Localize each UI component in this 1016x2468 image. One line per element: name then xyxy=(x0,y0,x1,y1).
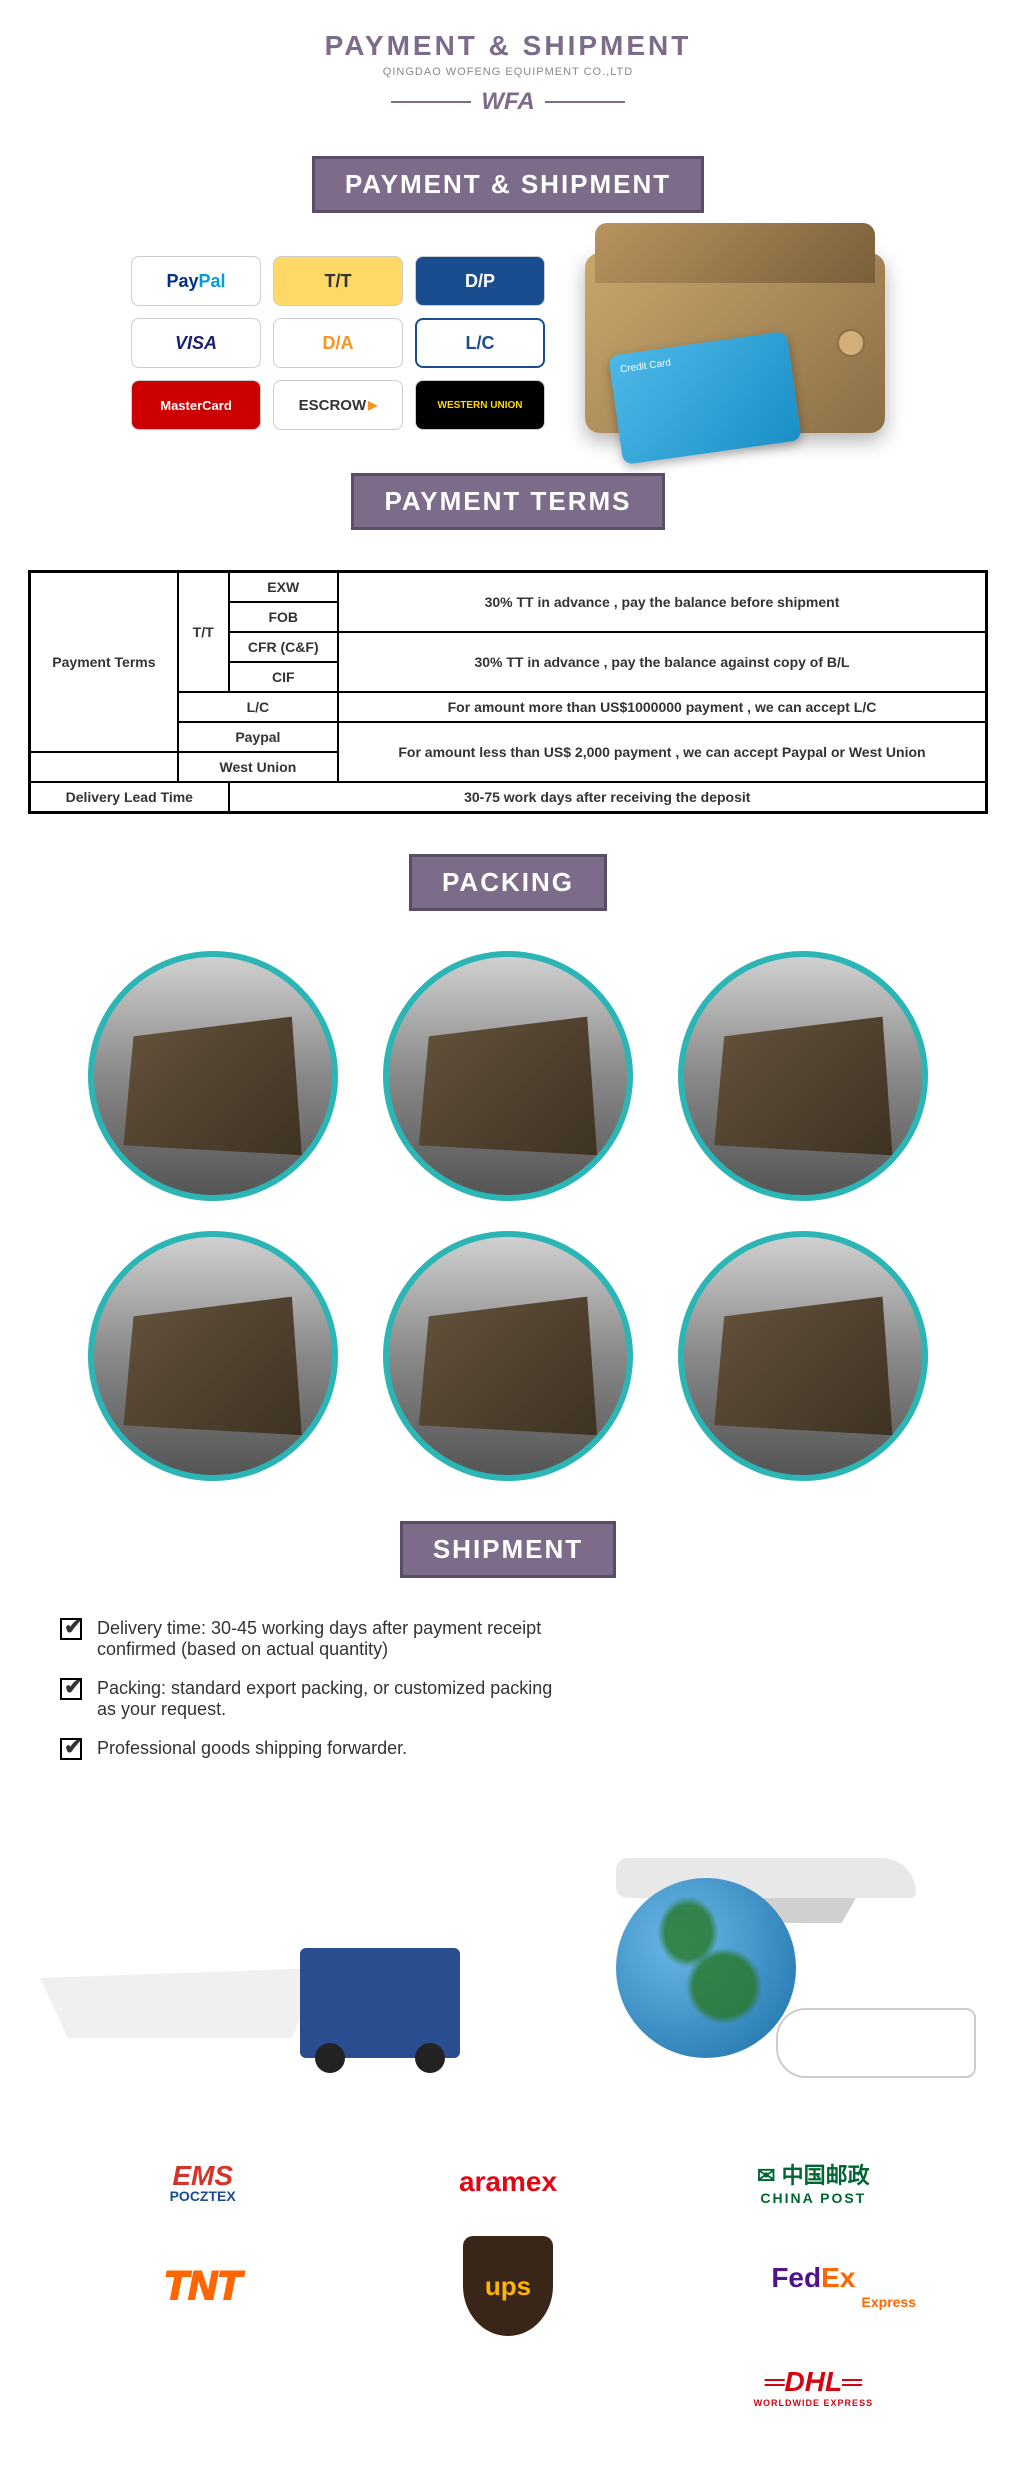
paypal-badge: PayPal xyxy=(131,256,261,306)
globe-icon xyxy=(616,1878,796,2058)
packing-photo-4 xyxy=(88,1231,338,1481)
ems-logo: EMSPOCZTEX xyxy=(60,2160,345,2204)
shipment-text-1: Delivery time: 30-45 working days after … xyxy=(97,1618,560,1660)
shipment-item-1: Delivery time: 30-45 working days after … xyxy=(60,1618,560,1660)
delivery-desc: 30-75 work days after receiving the depo… xyxy=(229,782,987,813)
western-union-badge: WESTERN UNION xyxy=(415,380,545,430)
payment-shipment-banner: PAYMENT & SHIPMENT xyxy=(312,156,704,213)
divider-line-right xyxy=(545,101,625,103)
wallet-graphic: Credit Card xyxy=(585,253,885,433)
packing-photo-grid xyxy=(0,931,1016,1501)
ems-sub: POCZTEX xyxy=(60,2188,345,2204)
tt-desc1: 30% TT in advance , pay the balance befo… xyxy=(338,572,987,633)
empty-cell xyxy=(30,752,178,782)
fedex-sub: Express xyxy=(671,2294,956,2310)
chinapost-logo: ✉ 中国邮政CHINA POST xyxy=(671,2158,956,2206)
tt-fob: FOB xyxy=(229,602,338,632)
wallet-button-icon xyxy=(837,329,865,357)
company-logo: WFA xyxy=(481,88,534,116)
ups-logo: ups xyxy=(463,2236,553,2336)
payment-terms-rowheader: Payment Terms xyxy=(30,572,178,753)
tt-cfr: CFR (C&F) xyxy=(229,632,338,662)
da-badge: D/A xyxy=(273,318,403,368)
shipment-info-list: Delivery time: 30-45 working days after … xyxy=(0,1598,1016,1798)
tt-exw: EXW xyxy=(229,572,338,603)
packing-photo-6 xyxy=(678,1231,928,1481)
divider-line-left xyxy=(391,101,471,103)
check-icon xyxy=(60,1678,82,1700)
dhl-name: DHL xyxy=(785,2366,843,2397)
packing-photo-2 xyxy=(383,951,633,1201)
lc-label: L/C xyxy=(178,692,338,722)
dhl-sub: WORLDWIDE EXPRESS xyxy=(671,2398,956,2408)
tnt-logo: TNT xyxy=(60,2264,345,2309)
fedex-logo: FedExExpress xyxy=(671,2262,956,2310)
check-icon xyxy=(60,1618,82,1640)
credit-card-graphic: Credit Card xyxy=(608,331,802,465)
truck-icon xyxy=(300,1948,460,2058)
tt-desc2: 30% TT in advance , pay the balance agai… xyxy=(338,632,987,692)
tt-badge: T/T xyxy=(273,256,403,306)
chinapost-sub: CHINA POST xyxy=(671,2190,956,2206)
payment-terms-table: Payment Terms T/T EXW 30% TT in advance … xyxy=(28,570,988,814)
payment-methods-section: PayPal T/T D/P VISA D/A L/C MasterCard E… xyxy=(40,253,976,433)
main-title: PAYMENT & SHIPMENT xyxy=(0,30,1016,62)
lc-badge: L/C xyxy=(415,318,545,368)
dhl-logo: ═DHL═WORLDWIDE EXPRESS xyxy=(671,2366,956,2408)
mastercard-badge: MasterCard xyxy=(131,380,261,430)
delivery-label: Delivery Lead Time xyxy=(30,782,229,813)
check-icon xyxy=(60,1738,82,1760)
lc-desc: For amount more than US$1000000 payment … xyxy=(338,692,987,722)
visa-badge: VISA xyxy=(131,318,261,368)
tt-label: T/T xyxy=(178,572,229,693)
ups-logo-wrap: ups xyxy=(365,2236,650,2336)
shipment-item-2: Packing: standard export packing, or cus… xyxy=(60,1678,560,1720)
transport-graphic xyxy=(40,1818,976,2098)
ship-icon xyxy=(40,1938,320,2038)
shipment-text-2: Packing: standard export packing, or cus… xyxy=(97,1678,560,1720)
packing-banner: PACKING xyxy=(409,854,607,911)
escrow-badge: ESCROW xyxy=(273,380,403,430)
paypal-label: Paypal xyxy=(178,722,338,752)
dp-badge: D/P xyxy=(415,256,545,306)
company-subtitle: QINGDAO WOFENG EQUIPMENT CO.,LTD xyxy=(0,66,1016,78)
payment-method-grid: PayPal T/T D/P VISA D/A L/C MasterCard E… xyxy=(131,256,545,430)
shipment-banner: SHIPMENT xyxy=(400,1521,616,1578)
wu-label: West Union xyxy=(178,752,338,782)
payment-terms-banner: PAYMENT TERMS xyxy=(351,473,664,530)
aramex-logo: aramex xyxy=(365,2166,650,2198)
shipment-item-3: Professional goods shipping forwarder. xyxy=(60,1738,560,1760)
page-header: PAYMENT & SHIPMENT QINGDAO WOFENG EQUIPM… xyxy=(0,0,1016,136)
packing-photo-5 xyxy=(383,1231,633,1481)
packing-photo-3 xyxy=(678,951,928,1201)
header-divider: WFA xyxy=(0,88,1016,116)
chinapost-name: 中国邮政 xyxy=(782,2163,870,2188)
paypal-wu-desc: For amount less than US$ 2,000 payment ,… xyxy=(338,722,987,782)
shipment-text-3: Professional goods shipping forwarder. xyxy=(97,1738,407,1760)
ems-name: EMS xyxy=(172,2160,233,2191)
tt-cif: CIF xyxy=(229,662,338,692)
credit-card-label: Credit Card xyxy=(620,357,672,375)
carrier-logo-grid: EMSPOCZTEX aramex ✉ 中国邮政CHINA POST TNT u… xyxy=(0,2138,1016,2468)
packing-photo-1 xyxy=(88,951,338,1201)
train-icon xyxy=(776,2008,976,2078)
